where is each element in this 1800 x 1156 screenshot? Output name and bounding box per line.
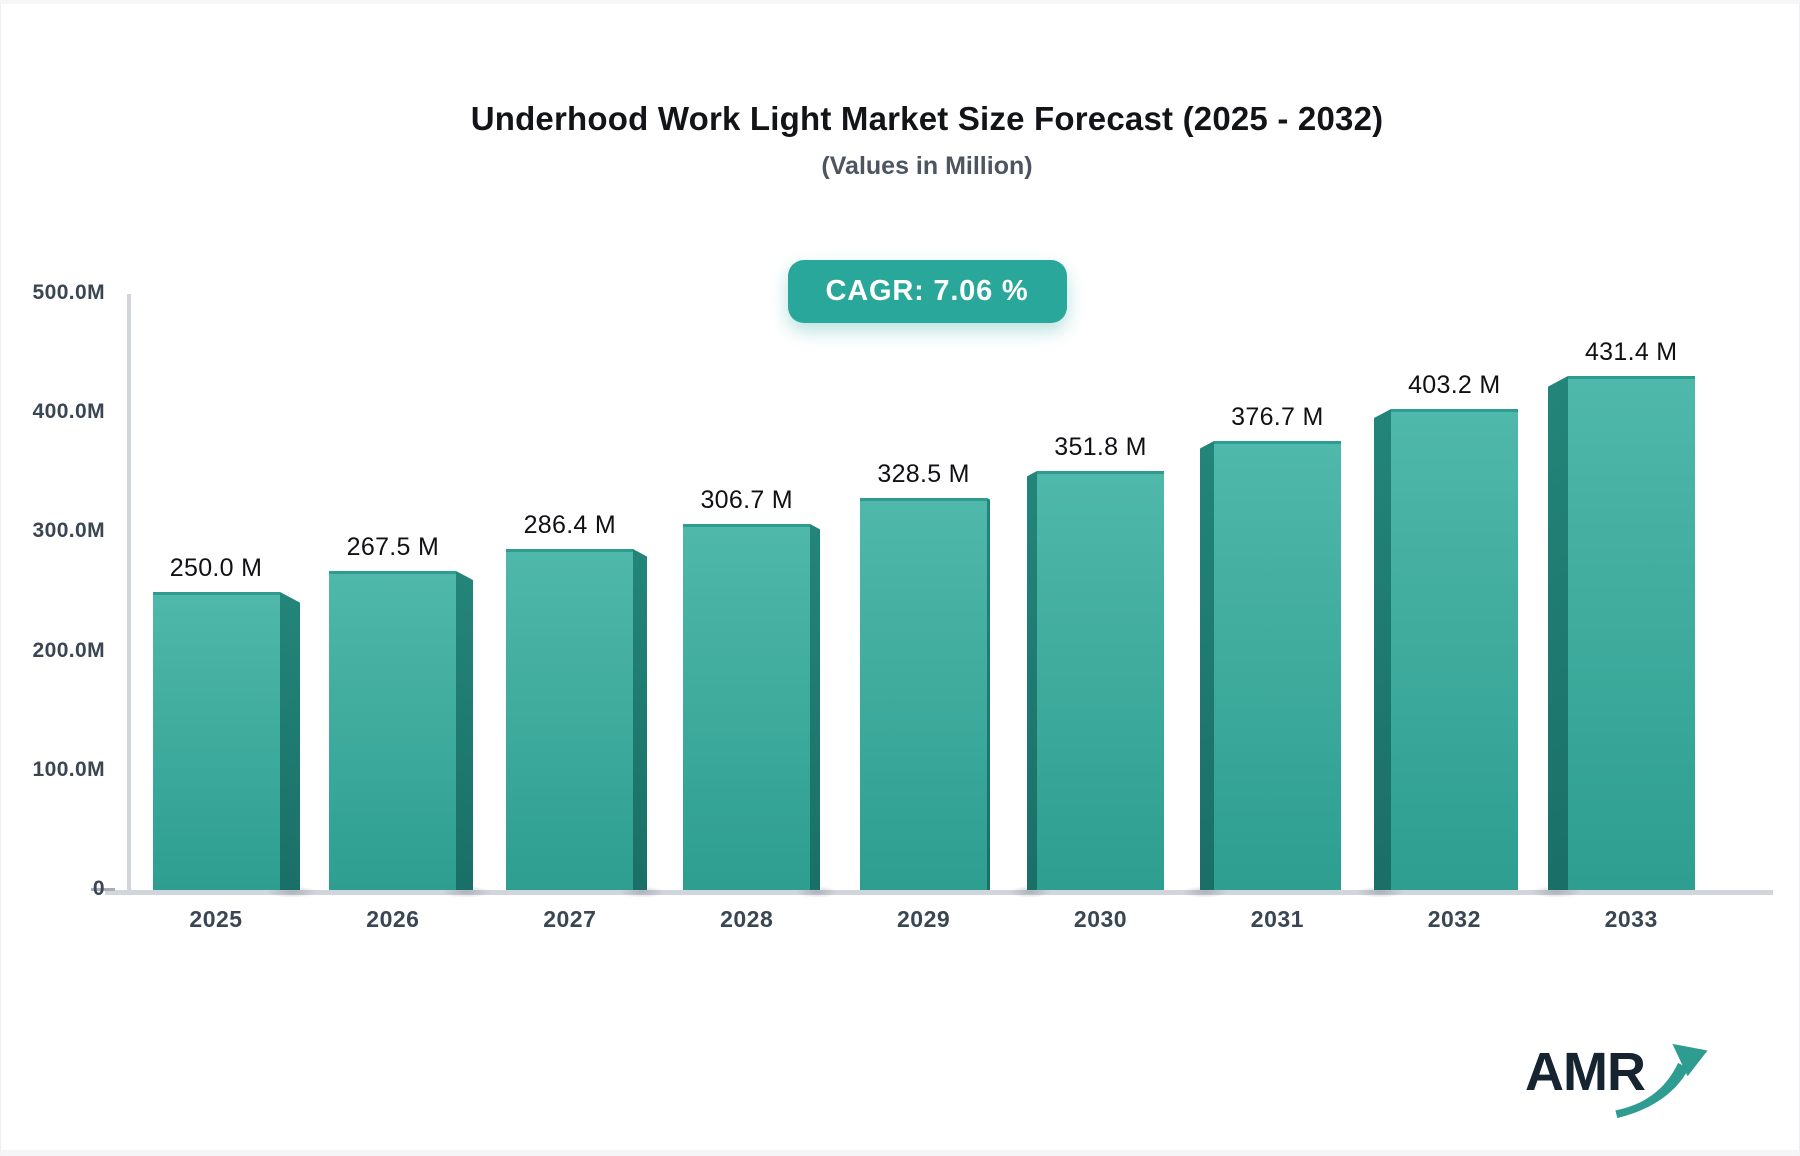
bar-side-face xyxy=(456,571,474,890)
x-axis-line xyxy=(105,890,1773,895)
bar-side-face xyxy=(1373,409,1391,890)
bar-side-surface xyxy=(810,524,821,890)
bar-side-face xyxy=(1027,471,1037,890)
bar-value-label: 351.8 M xyxy=(1054,433,1147,461)
bar-value-label: 431.4 M xyxy=(1584,338,1678,366)
bar-side-face xyxy=(987,498,991,890)
chart-title: Underhood Work Light Market Size Forecas… xyxy=(470,100,1384,137)
bar-2026 xyxy=(329,571,457,890)
bar-value-label: 328.5 M xyxy=(877,460,970,488)
y-axis-line xyxy=(127,294,131,892)
amr-logo-text: AMR xyxy=(1525,1042,1646,1102)
bar-side-face xyxy=(279,592,300,890)
chart-subtitle: (Values in Million) xyxy=(821,152,1033,180)
y-tick-label: 200.0M xyxy=(32,638,105,662)
bar-2033 xyxy=(1567,376,1695,890)
bar-side-surface xyxy=(987,498,991,890)
x-tick-label: 2033 xyxy=(1604,906,1658,932)
x-tick-label: 2026 xyxy=(366,906,420,932)
bar-2031 xyxy=(1213,441,1341,890)
bar-side-face xyxy=(1199,441,1214,890)
bar-2032 xyxy=(1390,409,1518,890)
y-tick-label: 0 xyxy=(92,877,105,900)
bar-side-surface xyxy=(633,549,648,890)
amr-logo-arrow-icon xyxy=(1615,1043,1708,1118)
bar-value-label: 376.7 M xyxy=(1231,403,1324,431)
bar-side-surface xyxy=(1027,471,1037,890)
cagr-badge: CAGR: 7.06 % xyxy=(787,260,1067,323)
bar-side-face xyxy=(810,524,821,890)
y-tick-label: 300.0M xyxy=(32,519,105,543)
bar-side-surface xyxy=(1547,376,1568,890)
x-tick-label: 2032 xyxy=(1427,906,1481,932)
bar-2030 xyxy=(1037,471,1164,890)
bar-2028 xyxy=(683,524,811,890)
bar-value-label: 403.2 M xyxy=(1408,371,1501,399)
bar-value-label: 286.4 M xyxy=(523,511,617,539)
bar-value-label: 250.0 M xyxy=(169,554,263,582)
x-tick-label: 2025 xyxy=(189,906,243,932)
y-tick-label: 100.0M xyxy=(32,757,105,781)
bar-value-label: 267.5 M xyxy=(346,533,440,561)
bar-side-surface xyxy=(1199,441,1214,890)
x-tick-label: 2029 xyxy=(897,906,951,932)
x-tick-label: 2030 xyxy=(1073,906,1128,932)
zero-tick-mark xyxy=(91,888,115,891)
bar-side-face xyxy=(633,549,648,890)
y-tick-label: 500.0M xyxy=(32,281,105,304)
x-tick-label: 2031 xyxy=(1250,906,1304,932)
bar-value-label: 306.7 M xyxy=(700,486,793,514)
y-tick-label: 400.0M xyxy=(32,400,105,424)
bar-2025 xyxy=(152,592,280,890)
amr-logo: AMR xyxy=(1525,1034,1709,1118)
x-tick-label: 2027 xyxy=(543,906,597,932)
cagr-badge-row: CAGR: 7.06 % xyxy=(53,260,1799,323)
bar-2027 xyxy=(506,549,634,890)
bar-side-surface xyxy=(456,571,474,890)
x-tick-label: 2028 xyxy=(720,906,774,932)
bar-side-face xyxy=(1547,376,1568,890)
bar-side-surface xyxy=(279,592,300,890)
bar-2029 xyxy=(860,498,988,890)
bar-side-surface xyxy=(1373,409,1391,890)
